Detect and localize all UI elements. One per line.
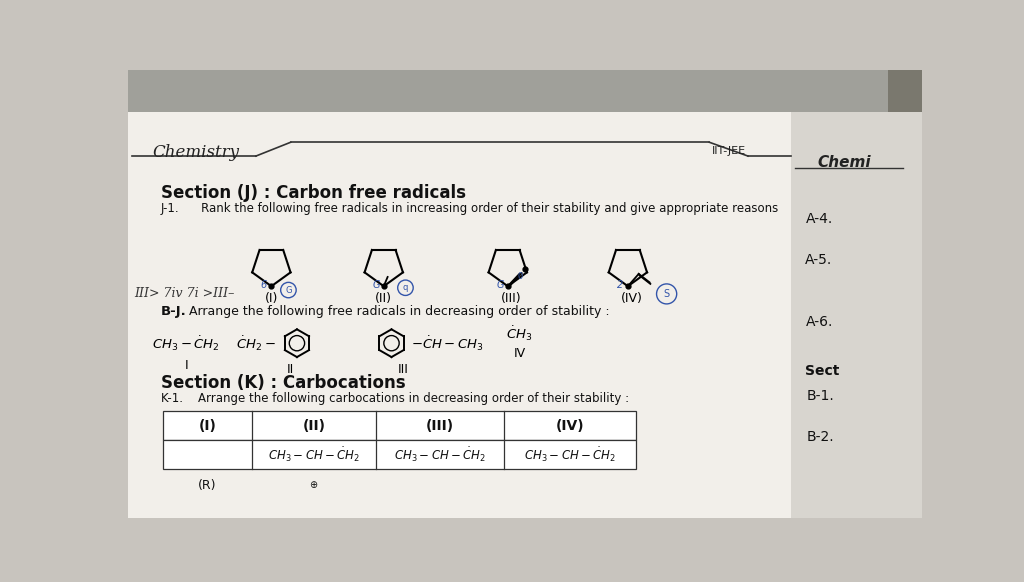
Text: G: G — [497, 280, 505, 290]
Text: 0: 0 — [517, 272, 522, 281]
Text: $CH_3-CH-\dot{C}H_2$: $CH_3-CH-\dot{C}H_2$ — [268, 446, 360, 464]
Bar — [163, 411, 636, 440]
Text: A-6.: A-6. — [806, 315, 834, 329]
Text: K-1.    Arrange the following carbocations in decreasing order of their stabilit: K-1. Arrange the following carbocations … — [161, 392, 629, 404]
Text: (R): (R) — [199, 479, 217, 492]
Text: (II): (II) — [302, 418, 326, 432]
Text: (IV): (IV) — [621, 292, 643, 306]
Text: J-1.      Rank the following free radicals in increasing order of their stabilit: J-1. Rank the following free radicals in… — [161, 203, 779, 215]
Text: $CH_3-CH-\dot{C}H_2$: $CH_3-CH-\dot{C}H_2$ — [394, 446, 486, 464]
Text: Arrange the following free radicals in decreasing order of stability :: Arrange the following free radicals in d… — [180, 305, 609, 318]
Text: IIT-JEE: IIT-JEE — [712, 147, 745, 157]
Text: $CH_3 - \dot{C}H_2$: $CH_3 - \dot{C}H_2$ — [153, 334, 220, 353]
Bar — [888, 70, 922, 518]
Text: A-4.: A-4. — [806, 212, 834, 226]
Text: $\dot{C}H_2-$: $\dot{C}H_2-$ — [236, 334, 275, 353]
Text: (I): (I) — [199, 418, 216, 432]
Text: IV: IV — [513, 347, 525, 360]
Text: S: S — [664, 289, 670, 299]
Text: $-\dot{C}H - CH_3$: $-\dot{C}H - CH_3$ — [411, 334, 483, 353]
Text: 2: 2 — [617, 280, 624, 290]
Text: III> 7iv 7i >III–: III> 7iv 7i >III– — [134, 287, 234, 300]
Text: (II): (II) — [375, 292, 392, 306]
Text: $\dot{C}H_3$: $\dot{C}H_3$ — [506, 325, 532, 343]
Text: (I): (I) — [264, 292, 279, 306]
Bar — [791, 112, 922, 518]
Text: Chemistry: Chemistry — [153, 144, 240, 161]
Text: q: q — [402, 283, 409, 292]
Text: A-5.: A-5. — [805, 253, 831, 267]
Text: (III): (III) — [502, 292, 522, 306]
Text: $\oplus$: $\oplus$ — [309, 479, 318, 489]
Text: B-J.: B-J. — [161, 305, 186, 318]
Text: G: G — [373, 280, 380, 290]
Bar — [128, 112, 791, 518]
Text: G: G — [285, 286, 292, 294]
Text: Section (J) : Carbon free radicals: Section (J) : Carbon free radicals — [161, 184, 466, 202]
Text: I: I — [184, 359, 188, 371]
Text: (IV): (IV) — [555, 418, 584, 432]
Bar — [163, 440, 636, 470]
Text: B-2.: B-2. — [806, 430, 834, 444]
Bar — [128, 70, 922, 120]
Text: 6: 6 — [260, 280, 267, 290]
Text: Chemi: Chemi — [818, 155, 871, 170]
Text: Section (K) : Carbocations: Section (K) : Carbocations — [161, 374, 406, 392]
Text: B-1.: B-1. — [806, 389, 834, 403]
Text: Sect: Sect — [805, 364, 839, 378]
Text: III: III — [397, 363, 409, 376]
Text: $CH_3-CH-\dot{C}H_2$: $CH_3-CH-\dot{C}H_2$ — [523, 446, 615, 464]
Text: II: II — [287, 363, 294, 376]
Text: (III): (III) — [426, 418, 454, 432]
